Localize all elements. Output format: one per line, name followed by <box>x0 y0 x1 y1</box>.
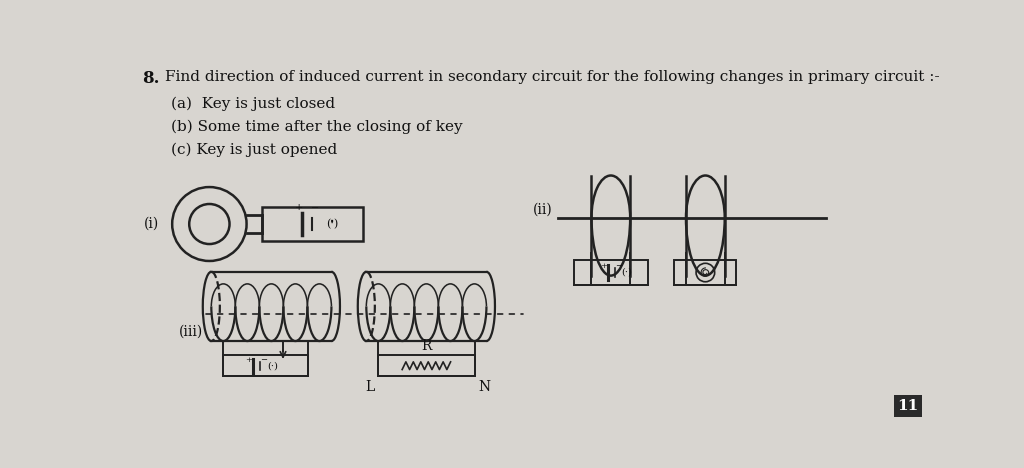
Text: +: + <box>600 262 607 270</box>
Bar <box>894 395 922 417</box>
Text: −: − <box>615 262 622 270</box>
Text: R: R <box>421 339 431 352</box>
Text: (b) Some time after the closing of key: (b) Some time after the closing of key <box>171 119 462 134</box>
Text: +: + <box>295 203 303 212</box>
Text: −: − <box>310 204 318 213</box>
Text: −: − <box>260 356 267 364</box>
Bar <box>574 260 647 285</box>
Text: L: L <box>365 380 374 394</box>
Text: (c) Key is just opened: (c) Key is just opened <box>171 142 337 157</box>
Bar <box>262 207 362 241</box>
Text: 11: 11 <box>897 399 919 413</box>
Bar <box>378 355 475 376</box>
Text: (ii): (ii) <box>532 203 552 217</box>
Text: (·): (·) <box>621 268 632 277</box>
Text: +: + <box>246 356 252 364</box>
Text: (·): (·) <box>326 219 338 229</box>
Text: (a)  Key is just closed: (a) Key is just closed <box>171 96 335 110</box>
Bar <box>223 355 308 376</box>
Bar <box>675 260 736 285</box>
Text: 8.: 8. <box>142 70 160 87</box>
Text: (·): (·) <box>267 361 279 370</box>
Text: (iii): (iii) <box>178 325 203 339</box>
Text: N: N <box>478 380 490 394</box>
Text: Find direction of induced current in secondary circuit for the following changes: Find direction of induced current in sec… <box>165 70 940 84</box>
Text: (i): (i) <box>143 217 159 231</box>
Text: ·: · <box>329 213 335 232</box>
